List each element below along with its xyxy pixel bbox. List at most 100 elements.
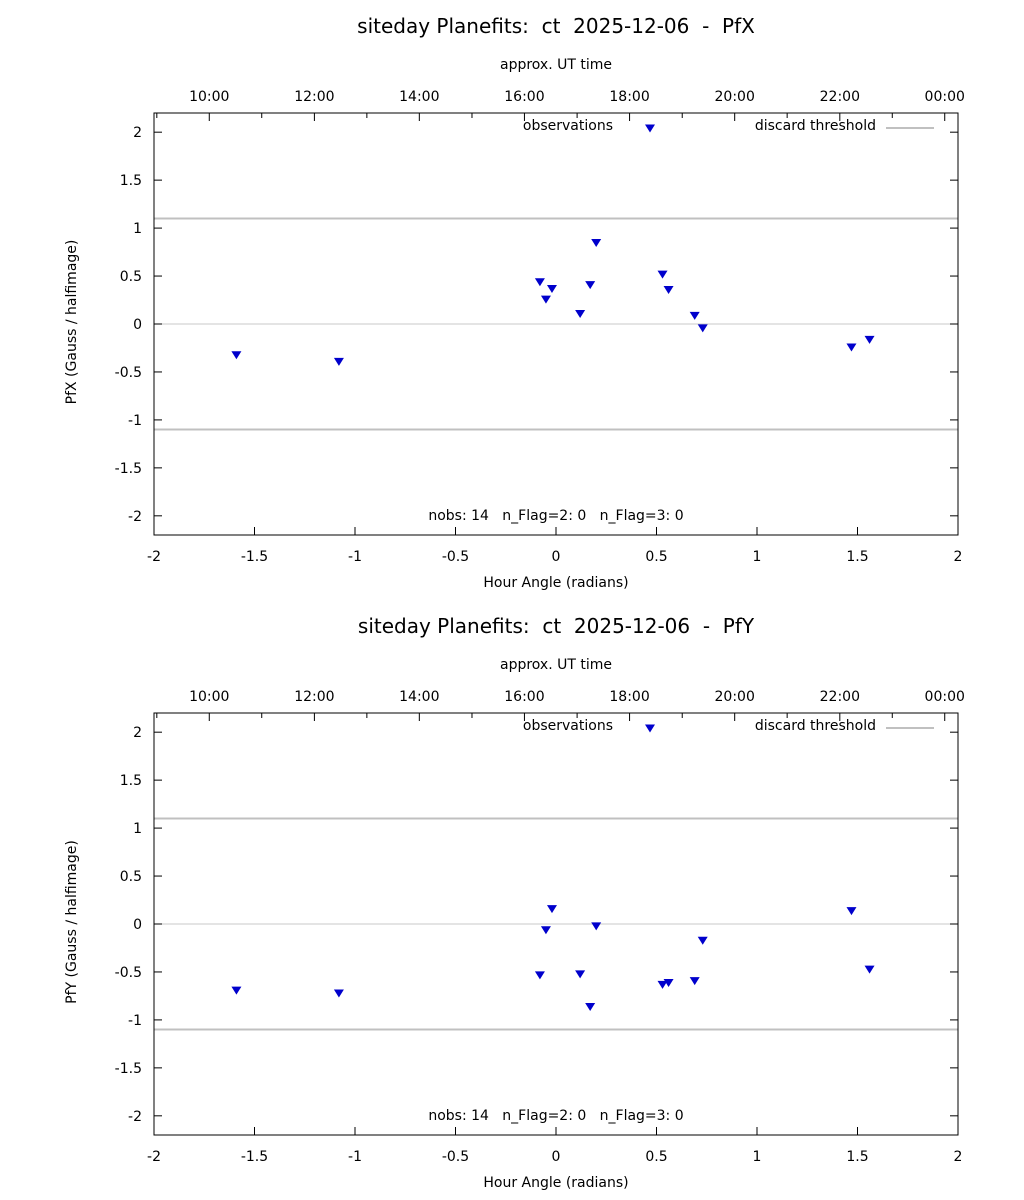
- y-tick-label: -1: [128, 1013, 142, 1029]
- x-tick-label: -1.5: [241, 1149, 268, 1165]
- observation-marker: [540, 926, 551, 935]
- x-tick-label: 0.5: [645, 1149, 667, 1165]
- x-tick-label: -1: [348, 549, 362, 565]
- x-axis-label: Hour Angle (radians): [483, 575, 629, 591]
- observation-marker: [231, 986, 242, 995]
- x2-tick-label: 10:00: [189, 89, 229, 105]
- observation-marker: [534, 971, 545, 980]
- y-tick-label: -0.5: [115, 365, 142, 381]
- observation-marker: [657, 270, 668, 279]
- x2-tick-label: 16:00: [504, 89, 544, 105]
- pfx-chart-figure: 2 1.5 1 0.5 0 -0.5 -1 -1.5 -2 -2 -1.5 -1 -0.5 0 0.5 1 1.…: [64, 14, 965, 591]
- observation-marker: [585, 281, 596, 290]
- legend-observations-marker: [645, 724, 655, 733]
- observation-marker: [864, 965, 875, 974]
- observation-marker: [689, 311, 700, 320]
- x-tick-label: 1.5: [846, 549, 868, 565]
- x-tick-label: 0: [552, 1149, 561, 1165]
- pfx-plot-canvas: 2 1.5 1 0.5 0 -0.5 -1 -1.5 -2 -2 -1.5 -1 -0.5 0 0.5 1 1.…: [115, 89, 965, 565]
- legend-label-observations: observations: [522, 718, 613, 734]
- observation-marker: [846, 907, 857, 916]
- x2-tick-label: 10:00: [189, 689, 229, 705]
- observation-marker: [864, 335, 875, 344]
- x2-tick-label: 16:00: [504, 689, 544, 705]
- y-tick-label: 1.5: [120, 773, 142, 789]
- x2-tick-label: 22:00: [820, 89, 860, 105]
- observation-marker: [591, 922, 602, 931]
- legend-label-discard-threshold: discard threshold: [754, 718, 876, 734]
- observation-marker: [689, 977, 700, 986]
- observation-marker: [333, 989, 344, 998]
- x-tick-label: -2: [147, 549, 161, 565]
- observation-marker: [585, 1002, 596, 1011]
- x-tick-label: -0.5: [442, 1149, 469, 1165]
- x2-tick-label: 18:00: [609, 89, 649, 105]
- x2-axis-label: approx. UT time: [500, 657, 612, 673]
- y-tick-label: 1.5: [120, 173, 142, 189]
- x2-tick-label: 12:00: [294, 689, 334, 705]
- observation-marker: [657, 980, 668, 989]
- pfy-chart-figure: 2 1.5 1 0.5 0 -0.5 -1 -1.5 -2 -2 -1.5 -1 -0.5 0 0.5 1 1.…: [0, 600, 1024, 1200]
- y-tick-label: -2: [128, 1109, 142, 1125]
- x-tick-label: 1: [753, 1149, 762, 1165]
- stats-annotation: nobs: 14 n_Flag=2: 0 n_Flag=3: 0: [428, 508, 684, 524]
- pfy-plot-canvas: 2 1.5 1 0.5 0 -0.5 -1 -1.5 -2 -2 -1.5 -1 -0.5 0 0.5 1 1.…: [115, 689, 965, 1165]
- y-tick-label: 0.5: [120, 869, 142, 885]
- y-tick-label: -2: [128, 509, 142, 525]
- observation-marker: [546, 285, 557, 294]
- legend-label-observations: observations: [522, 118, 613, 134]
- observation-marker: [697, 936, 708, 945]
- y-tick-label: 0: [133, 317, 142, 333]
- observation-marker: [663, 979, 674, 988]
- stats-annotation: nobs: 14 n_Flag=2: 0 n_Flag=3: 0: [428, 1108, 684, 1124]
- y-tick-label: 1: [133, 821, 142, 837]
- x-tick-label: -1.5: [241, 549, 268, 565]
- y-tick-label: 1: [133, 221, 142, 237]
- x-tick-label: -2: [147, 1149, 161, 1165]
- x-tick-label: 0.5: [645, 549, 667, 565]
- y-tick-label: -0.5: [115, 965, 142, 981]
- x-tick-label: -1: [348, 1149, 362, 1165]
- x2-tick-label: 18:00: [609, 689, 649, 705]
- x-tick-label: 1.5: [846, 1149, 868, 1165]
- observation-marker: [591, 238, 602, 247]
- x-tick-label: 1: [753, 549, 762, 565]
- observation-marker: [663, 285, 674, 294]
- observation-marker: [846, 343, 857, 352]
- x-tick-label: 0: [552, 549, 561, 565]
- x2-tick-label: 22:00: [820, 689, 860, 705]
- observation-marker: [540, 295, 551, 304]
- x2-tick-label: 20:00: [715, 689, 755, 705]
- x2-tick-label: 14:00: [399, 89, 439, 105]
- x2-tick-label: 00:00: [925, 89, 965, 105]
- x-tick-label: 2: [954, 1149, 963, 1165]
- chart-title: siteday Planefits: ct 2025-12-06 - PfX: [357, 14, 755, 38]
- x2-tick-label: 20:00: [715, 89, 755, 105]
- x2-tick-label: 14:00: [399, 689, 439, 705]
- y-tick-label: 0.5: [120, 269, 142, 285]
- chart-title: siteday Planefits: ct 2025-12-06 - PfY: [357, 614, 755, 638]
- observation-marker: [575, 970, 586, 979]
- x2-tick-label: 00:00: [925, 689, 965, 705]
- x-axis-label: Hour Angle (radians): [483, 1175, 629, 1191]
- y-tick-label: -1: [128, 413, 142, 429]
- observation-marker: [534, 278, 545, 287]
- y-tick-label: -1.5: [115, 1061, 142, 1077]
- x-tick-label: -0.5: [442, 549, 469, 565]
- legend-observations-marker: [645, 124, 655, 133]
- y-tick-label: 0: [133, 917, 142, 933]
- observation-marker: [697, 324, 708, 333]
- y-tick-label: 2: [133, 725, 142, 741]
- observation-marker: [575, 309, 586, 318]
- x2-tick-label: 12:00: [294, 89, 334, 105]
- x-tick-label: 2: [954, 549, 963, 565]
- observation-marker: [546, 905, 557, 914]
- x2-axis-label: approx. UT time: [500, 57, 612, 73]
- y-axis-label: PfY (Gauss / halfimage): [64, 840, 80, 1004]
- y-tick-label: 2: [133, 125, 142, 141]
- observation-marker: [231, 351, 242, 360]
- observation-marker: [333, 357, 344, 366]
- y-tick-label: -1.5: [115, 461, 142, 477]
- y-axis-label: PfX (Gauss / halfimage): [64, 239, 80, 405]
